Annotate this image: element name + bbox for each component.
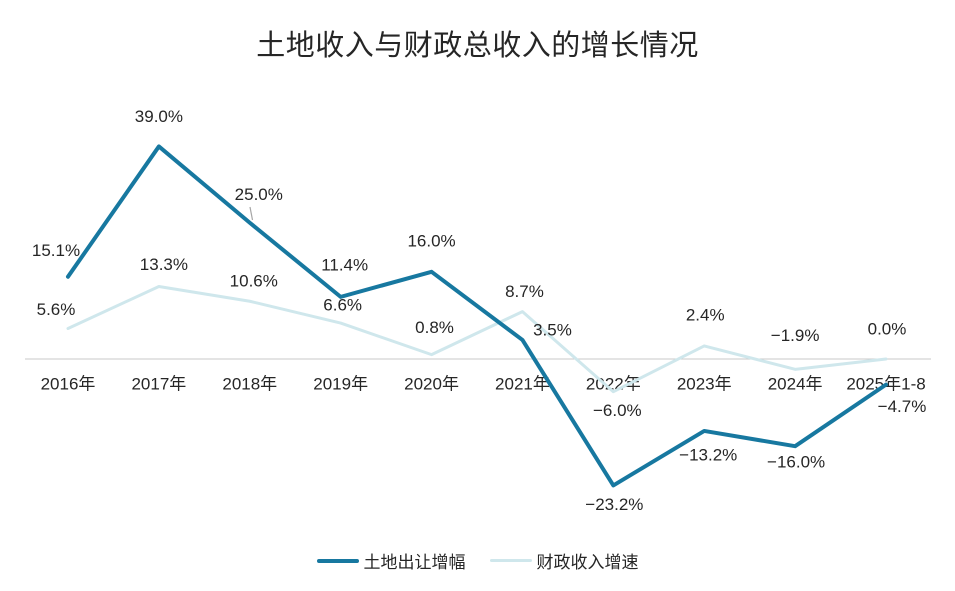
data-label: 11.4% bbox=[321, 255, 368, 274]
data-label: 25.0% bbox=[235, 185, 283, 204]
x-axis-label: 2024年 bbox=[768, 374, 823, 393]
data-label: 5.6% bbox=[37, 300, 76, 319]
data-label: 0.0% bbox=[868, 319, 907, 338]
legend-line-swatch-light bbox=[489, 559, 532, 562]
land-transfer-growth-line bbox=[66, 144, 889, 488]
x-axis-label: 2023年 bbox=[677, 374, 732, 393]
x-axis-label: 2021年 bbox=[495, 374, 550, 393]
data-label: 10.6% bbox=[230, 272, 278, 291]
data-label: −13.2% bbox=[679, 445, 737, 464]
x-axis-label: 2017年 bbox=[131, 374, 186, 393]
chart-title: 土地收入与财政总收入的增长情况 bbox=[256, 30, 699, 62]
x-axis-label: 2018年 bbox=[222, 374, 277, 393]
data-label: 16.0% bbox=[407, 231, 455, 250]
legend-line-swatch-dark bbox=[316, 558, 359, 563]
data-label: 8.7% bbox=[505, 282, 544, 301]
data-label: 6.6% bbox=[323, 296, 362, 315]
data-label: 3.5% bbox=[533, 320, 572, 339]
data-label: −1.9% bbox=[771, 326, 820, 345]
data-label: −6.0% bbox=[593, 401, 642, 420]
data-label: −23.2% bbox=[585, 495, 643, 514]
label-leader-line bbox=[249, 206, 254, 221]
x-axis-label: 2019年 bbox=[313, 374, 368, 393]
legend-item-fiscal-revenue: 财政收入增速 bbox=[489, 548, 639, 573]
data-label: −16.0% bbox=[767, 453, 825, 472]
data-label: 15.1% bbox=[32, 241, 80, 260]
data-label: 0.8% bbox=[415, 318, 454, 337]
fiscal-revenue-growth-line bbox=[66, 285, 888, 394]
chart-legend: 土地出让增幅 财政收入增速 bbox=[0, 548, 955, 573]
data-label: 2.4% bbox=[686, 305, 725, 324]
data-label: 39.0% bbox=[135, 107, 183, 126]
x-axis-label: 2020年 bbox=[404, 374, 459, 393]
legend-label: 财政收入增速 bbox=[536, 553, 639, 572]
x-axis-label: 2016年 bbox=[41, 374, 96, 393]
data-label: 13.3% bbox=[140, 255, 188, 274]
legend-item-land-transfer: 土地出让增幅 bbox=[316, 548, 466, 573]
data-label: −4.7% bbox=[878, 397, 927, 416]
legend-label: 土地出让增幅 bbox=[363, 553, 466, 572]
